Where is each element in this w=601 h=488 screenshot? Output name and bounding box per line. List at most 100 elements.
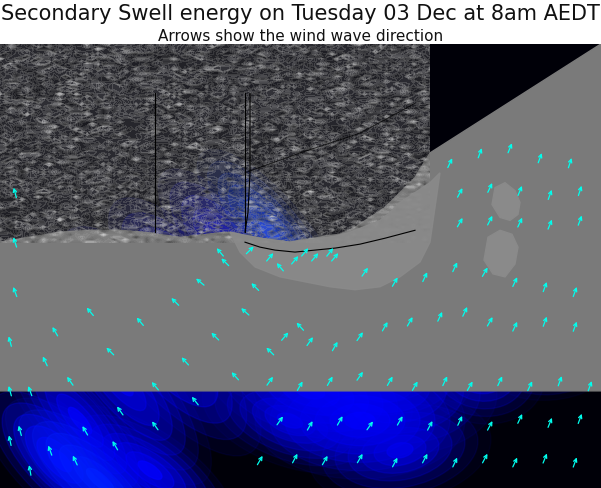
Ellipse shape <box>295 383 325 399</box>
Ellipse shape <box>345 412 375 429</box>
Ellipse shape <box>59 226 261 456</box>
Ellipse shape <box>49 449 72 472</box>
Ellipse shape <box>471 364 489 379</box>
Ellipse shape <box>347 360 413 402</box>
Ellipse shape <box>493 159 507 167</box>
Ellipse shape <box>114 443 186 488</box>
Ellipse shape <box>33 367 127 474</box>
Ellipse shape <box>170 182 310 342</box>
Ellipse shape <box>109 198 291 406</box>
Ellipse shape <box>512 127 568 160</box>
Ellipse shape <box>222 342 398 440</box>
Polygon shape <box>484 230 518 277</box>
Ellipse shape <box>432 294 588 388</box>
Ellipse shape <box>517 130 563 156</box>
Ellipse shape <box>102 276 218 407</box>
Ellipse shape <box>182 196 298 328</box>
Ellipse shape <box>216 235 263 288</box>
Ellipse shape <box>228 249 252 275</box>
Ellipse shape <box>523 133 557 153</box>
Ellipse shape <box>45 381 115 461</box>
Ellipse shape <box>224 256 476 427</box>
Ellipse shape <box>478 151 522 175</box>
Ellipse shape <box>78 415 222 488</box>
Ellipse shape <box>126 452 174 488</box>
Text: Arrows show the wind wave direction: Arrows show the wind wave direction <box>158 28 443 43</box>
Ellipse shape <box>194 209 287 315</box>
Ellipse shape <box>263 307 497 454</box>
Text: Secondary Swell energy on Tuesday 03 Dec at 8am AEDT: Secondary Swell energy on Tuesday 03 Dec… <box>1 4 600 24</box>
Ellipse shape <box>506 123 574 163</box>
Ellipse shape <box>242 268 458 415</box>
Ellipse shape <box>477 321 543 362</box>
Ellipse shape <box>117 292 203 390</box>
Ellipse shape <box>145 325 174 358</box>
Ellipse shape <box>59 445 141 488</box>
Ellipse shape <box>228 185 312 280</box>
Ellipse shape <box>265 406 315 436</box>
Ellipse shape <box>87 468 114 488</box>
Ellipse shape <box>494 327 601 395</box>
Ellipse shape <box>361 427 439 473</box>
Ellipse shape <box>252 398 328 443</box>
Ellipse shape <box>499 335 521 348</box>
Ellipse shape <box>452 348 508 394</box>
Ellipse shape <box>5 398 195 488</box>
Ellipse shape <box>90 424 210 488</box>
Ellipse shape <box>278 413 302 428</box>
Ellipse shape <box>314 317 386 366</box>
Ellipse shape <box>462 356 498 386</box>
Ellipse shape <box>66 406 234 488</box>
Ellipse shape <box>415 318 545 424</box>
Ellipse shape <box>322 405 478 488</box>
Ellipse shape <box>374 435 426 466</box>
Ellipse shape <box>255 362 465 479</box>
Ellipse shape <box>227 383 353 458</box>
Ellipse shape <box>135 227 265 376</box>
Ellipse shape <box>81 336 159 426</box>
Ellipse shape <box>2 403 118 488</box>
Ellipse shape <box>205 222 275 302</box>
Ellipse shape <box>203 367 378 473</box>
Ellipse shape <box>94 351 146 410</box>
Ellipse shape <box>25 426 95 488</box>
Ellipse shape <box>73 243 246 440</box>
Ellipse shape <box>456 140 545 186</box>
Ellipse shape <box>22 354 138 487</box>
Ellipse shape <box>471 147 529 179</box>
Ellipse shape <box>541 355 560 367</box>
Ellipse shape <box>158 169 322 355</box>
Ellipse shape <box>296 328 463 433</box>
Ellipse shape <box>73 457 127 488</box>
Ellipse shape <box>434 333 526 409</box>
Ellipse shape <box>208 334 412 448</box>
Ellipse shape <box>0 391 129 488</box>
Ellipse shape <box>534 140 546 146</box>
Ellipse shape <box>55 307 185 455</box>
Ellipse shape <box>0 327 162 488</box>
Ellipse shape <box>32 422 168 488</box>
Ellipse shape <box>46 433 154 488</box>
Ellipse shape <box>279 318 480 444</box>
Ellipse shape <box>531 350 569 372</box>
Ellipse shape <box>161 257 239 346</box>
Ellipse shape <box>315 395 405 446</box>
Ellipse shape <box>215 375 365 466</box>
Ellipse shape <box>218 173 322 291</box>
Polygon shape <box>490 280 498 290</box>
Ellipse shape <box>443 341 517 401</box>
Ellipse shape <box>300 387 420 454</box>
Ellipse shape <box>197 149 343 315</box>
Ellipse shape <box>363 370 397 391</box>
Ellipse shape <box>330 404 390 437</box>
Ellipse shape <box>465 315 555 368</box>
Ellipse shape <box>260 221 281 244</box>
Ellipse shape <box>41 292 198 470</box>
Ellipse shape <box>19 410 181 488</box>
Ellipse shape <box>148 242 252 361</box>
Ellipse shape <box>463 143 537 183</box>
Ellipse shape <box>285 379 435 463</box>
Ellipse shape <box>187 287 213 317</box>
Ellipse shape <box>296 305 404 378</box>
Ellipse shape <box>270 370 450 471</box>
